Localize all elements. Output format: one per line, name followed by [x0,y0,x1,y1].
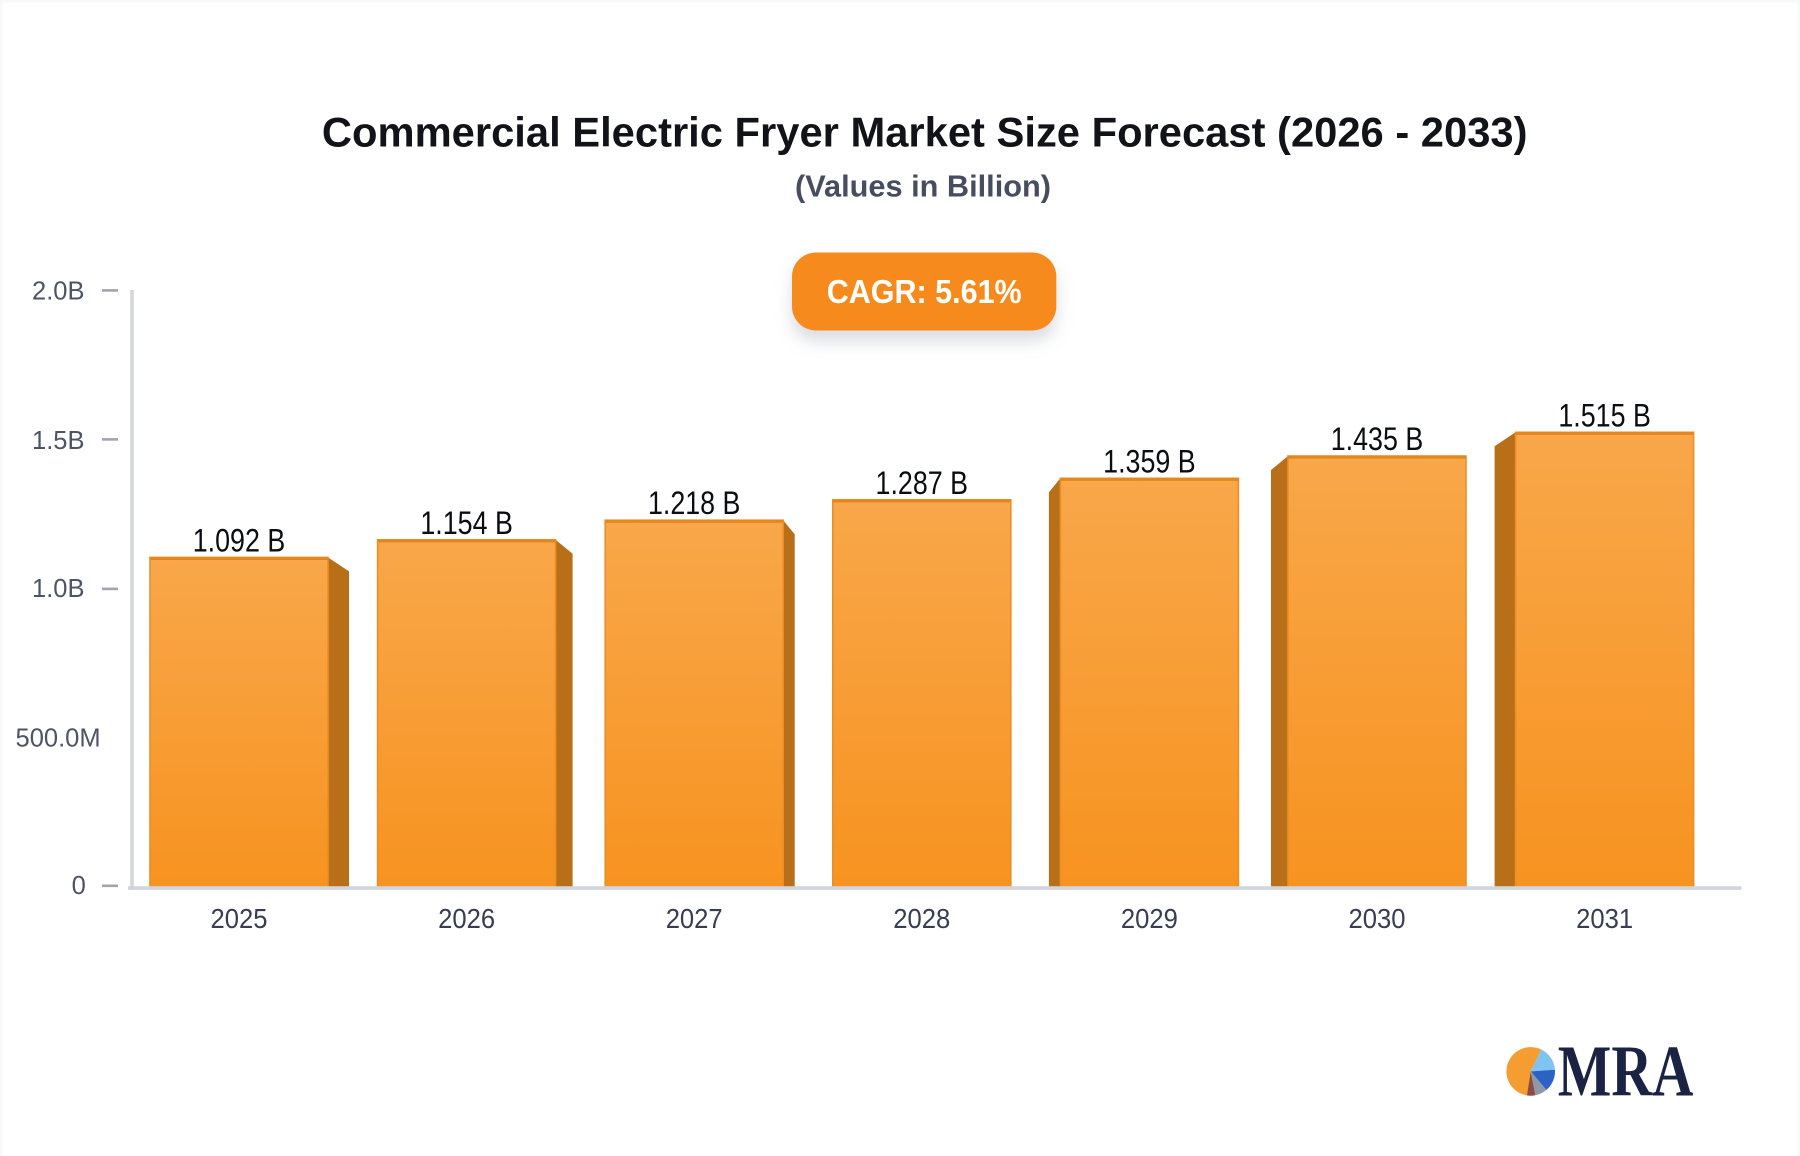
svg-text:1.435 B: 1.435 B [1331,421,1424,457]
svg-text:1.287 B: 1.287 B [876,465,969,501]
svg-text:1.359 B: 1.359 B [1103,443,1196,479]
svg-text:(Values in Billion): (Values in Billion) [795,169,1051,203]
svg-text:Commercial Electric Fryer Mark: Commercial Electric Fryer Market Size Fo… [322,109,1528,156]
svg-text:1.154 B: 1.154 B [420,505,513,541]
svg-text:2027: 2027 [666,903,723,934]
svg-text:CAGR: 5.61%: CAGR: 5.61% [827,273,1022,310]
svg-text:2028: 2028 [893,903,950,934]
svg-text:2030: 2030 [1349,903,1406,934]
svg-text:2025: 2025 [211,903,268,934]
svg-text:1.218 B: 1.218 B [648,485,741,521]
svg-text:1.5B: 1.5B [32,427,84,455]
svg-text:1.515 B: 1.515 B [1558,397,1651,433]
svg-text:0: 0 [72,872,86,900]
svg-text:1.0B: 1.0B [32,575,84,603]
svg-text:2031: 2031 [1576,903,1633,934]
svg-text:2029: 2029 [1121,903,1178,934]
svg-text:1.092 B: 1.092 B [193,522,286,558]
svg-text:2026: 2026 [438,903,495,934]
svg-text:MRA: MRA [1558,1031,1694,1112]
svg-text:500.0M: 500.0M [16,725,101,753]
svg-text:2.0B: 2.0B [32,277,84,305]
